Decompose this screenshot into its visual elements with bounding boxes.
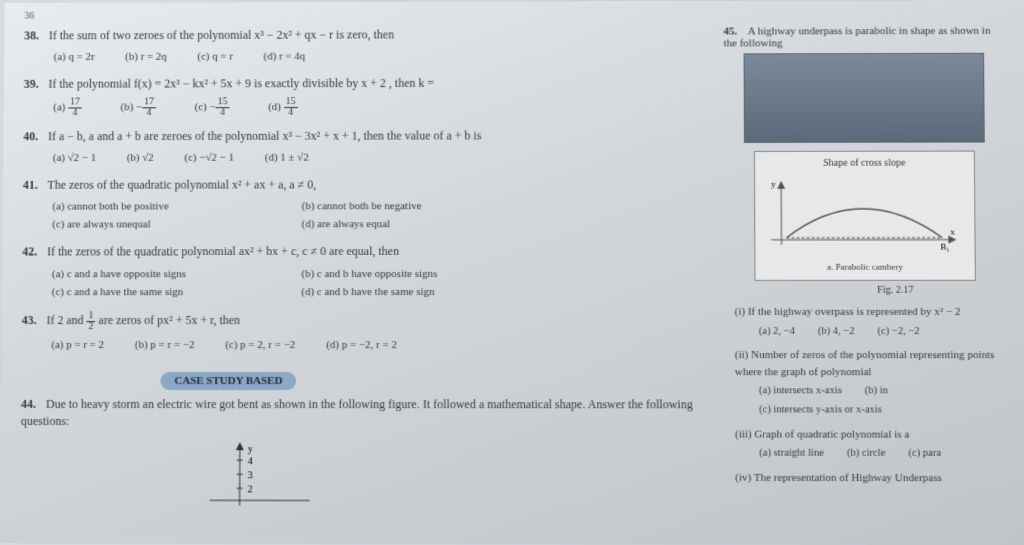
q38-opt-a: (a) q = 2r bbox=[54, 50, 95, 66]
q39-text: If the polynomial f(x) = 2x³ − kx² + 5x … bbox=[48, 76, 434, 91]
svg-text:x: x bbox=[950, 227, 955, 237]
left-column: 38. If the sum of two zeroes of the poly… bbox=[20, 26, 701, 517]
svg-text:B₁: B₁ bbox=[940, 242, 949, 252]
sub-iii-opt-a: (a) straight line bbox=[759, 446, 824, 462]
sub-question-ii: (ii) Number of zeros of the polynomial r… bbox=[735, 347, 1008, 418]
chart-caption: a. Parabolic cambery bbox=[761, 262, 968, 272]
q41-opt-c: (c) are always unequal bbox=[52, 218, 271, 234]
parabola-svg: y x B₁ bbox=[761, 175, 962, 255]
q41-number: 41. bbox=[23, 177, 45, 194]
q39-opt-d: (d) 154 bbox=[268, 97, 297, 118]
q43-opt-c: (c) p = 2, r = −2 bbox=[225, 338, 295, 354]
q38-text: If the sum of two zeroes of the polynomi… bbox=[49, 28, 394, 43]
q39-opt-a: (a) 174 bbox=[53, 97, 82, 118]
q41-options: (a) cannot both be positive (b) cannot b… bbox=[52, 197, 700, 233]
axis-svg: y 4 3 2 bbox=[200, 440, 320, 510]
sub-i-opt-b: (b) 4, −2 bbox=[818, 323, 855, 339]
q40-number: 40. bbox=[23, 128, 45, 145]
question-45: 45. A highway underpass is parabolic in … bbox=[723, 25, 1004, 50]
question-40: 40. If a − b, a and a + b are zeroes of … bbox=[23, 127, 700, 167]
q38-opt-d: (d) r = 4q bbox=[264, 50, 306, 66]
q42-opt-a: (a) c and a have opposite signs bbox=[52, 267, 271, 283]
q41-opt-b: (b) cannot both be negative bbox=[302, 200, 422, 216]
q41-opt-a: (a) cannot both be positive bbox=[52, 200, 270, 216]
q43-number: 43. bbox=[22, 312, 44, 329]
q38-options: (a) q = 2r (b) r = 2q (c) q = r (d) r = … bbox=[54, 47, 700, 66]
q45-text: A highway underpass is parabolic in shap… bbox=[723, 25, 990, 50]
svg-text:y: y bbox=[771, 179, 776, 189]
q40-opt-a: (a) √2 − 1 bbox=[53, 151, 96, 167]
axis-tick-2: 2 bbox=[248, 485, 253, 496]
question-39: 39. If the polynomial f(x) = 2x³ − kx² +… bbox=[23, 75, 699, 118]
q38-opt-c: (c) q = r bbox=[197, 50, 233, 66]
q40-opt-c: (c) −√2 − 1 bbox=[184, 151, 234, 167]
q39-opt-c: (c) −154 bbox=[195, 97, 230, 118]
q42-text: If the zeros of the quadratic polynomial… bbox=[47, 244, 399, 258]
q40-opt-b: (b) √2 bbox=[127, 151, 154, 167]
q42-opt-d: (d) c and b have the same sign bbox=[301, 285, 434, 301]
sub-iii-opt-c: (c) para bbox=[908, 446, 941, 462]
sub-question-i: (i) If the highway overpass is represent… bbox=[735, 304, 1007, 339]
axis-figure: y 4 3 2 bbox=[200, 440, 702, 516]
axis-y-label: y bbox=[248, 444, 253, 455]
sub-ii-opt-a: (a) intersects x-axis bbox=[759, 383, 842, 399]
chart-title: Shape of cross slope bbox=[761, 158, 968, 169]
q43-text: If 2 and 12 are zeros of px² + 5x + r, t… bbox=[47, 313, 241, 327]
axis-tick-3: 3 bbox=[248, 471, 253, 482]
q40-text: If a − b, a and a + b are zeroes of the … bbox=[48, 128, 481, 143]
sub-question-iii: (iii) Graph of quadratic polynomial is a… bbox=[735, 426, 1008, 462]
sub-i-opt-a: (a) 2, −4 bbox=[759, 323, 795, 339]
q39-number: 39. bbox=[24, 76, 46, 93]
question-43: 43. If 2 and 12 are zeros of px² + 5x + … bbox=[21, 311, 700, 354]
right-column: 45. A highway underpass is parabolic in … bbox=[713, 25, 1007, 487]
question-44: 44. Due to heavy storm an electric wire … bbox=[21, 395, 701, 430]
sub-ii-opt-c: (c) intersects y-axis or x-axis bbox=[759, 402, 882, 418]
case-study-label: CASE STUDY BASED bbox=[160, 372, 296, 390]
q45-number: 45. bbox=[723, 26, 745, 38]
q42-opt-b: (b) c and b have opposite signs bbox=[301, 267, 437, 283]
q42-options: (a) c and a have opposite signs (b) c an… bbox=[52, 265, 701, 301]
q42-opt-c: (c) c and a have the same sign bbox=[52, 285, 271, 301]
sub-iii-opt-b: (b) circle bbox=[847, 446, 886, 462]
figure-label: Fig. 2.17 bbox=[785, 285, 1007, 296]
q43-options: (a) p = r = 2 (b) p = r = −2 (c) p = 2, … bbox=[51, 336, 700, 354]
q42-number: 42. bbox=[22, 244, 44, 261]
sub-question-iv: (iv) The representation of Highway Under… bbox=[735, 470, 1008, 487]
q39-opt-b: (b) −174 bbox=[120, 97, 156, 118]
question-38: 38. If the sum of two zeroes of the poly… bbox=[24, 26, 700, 67]
q44-number: 44. bbox=[21, 395, 43, 412]
q40-opt-d: (d) 1 ± √2 bbox=[265, 151, 309, 167]
question-42: 42. If the zeros of the quadratic polyno… bbox=[22, 243, 700, 301]
cross-slope-chart: Shape of cross slope y x B₁ a. Parabolic… bbox=[754, 151, 976, 281]
q40-options: (a) √2 − 1 (b) √2 (c) −√2 − 1 (d) 1 ± √2 bbox=[53, 148, 700, 167]
q38-number: 38. bbox=[24, 27, 46, 44]
textbook-page: 36 38. If the sum of two zeroes of the p… bbox=[0, 0, 1024, 545]
axis-tick-4: 4 bbox=[248, 456, 253, 467]
page-number: 36 bbox=[24, 8, 1004, 22]
sub-ii-opt-b: (b) in bbox=[865, 384, 888, 400]
q41-opt-d: (d) are always equal bbox=[302, 218, 391, 234]
q43-opt-d: (d) p = −2, r = 2 bbox=[326, 338, 397, 354]
underpass-photo bbox=[744, 53, 985, 143]
q43-opt-a: (a) p = r = 2 bbox=[51, 338, 104, 354]
q43-opt-b: (b) p = r = −2 bbox=[135, 338, 195, 354]
q38-opt-b: (b) r = 2q bbox=[125, 50, 167, 66]
sub-i-opt-c: (c) −2, −2 bbox=[877, 323, 919, 339]
q39-options: (a) 174 (b) −174 (c) −154 (d) 154 bbox=[53, 96, 700, 118]
question-41: 41. The zeros of the quadratic polynomia… bbox=[23, 176, 701, 234]
q41-text: The zeros of the quadratic polynomial x²… bbox=[47, 178, 316, 192]
q44-text: Due to heavy storm an electric wire got … bbox=[21, 396, 693, 427]
